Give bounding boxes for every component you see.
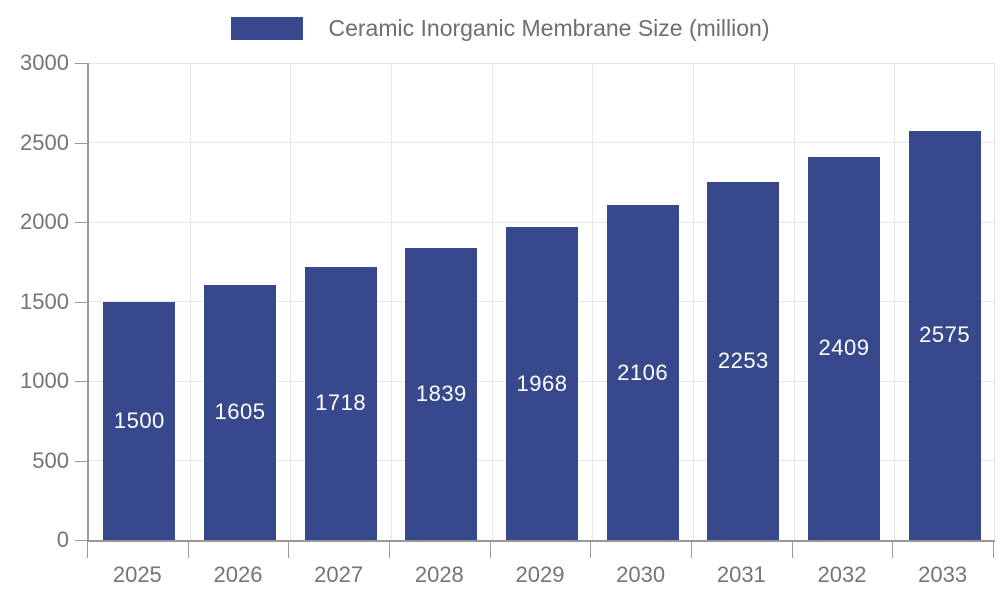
y-tick-mark <box>75 540 87 541</box>
y-tick-label: 0 <box>56 527 69 552</box>
y-tick-label: 1500 <box>20 288 69 314</box>
x-tick-label: 2025 <box>112 562 162 587</box>
x-tick-mark <box>892 542 894 558</box>
legend-label: Ceramic Inorganic Membrane Size (million… <box>328 15 770 41</box>
bar-value-label: 2253 <box>717 347 769 373</box>
v-gridline <box>592 63 594 540</box>
bar-value-label: 1968 <box>516 370 568 396</box>
v-gridline <box>894 63 896 540</box>
v-gridline <box>793 63 795 540</box>
bar-value-label: 1605 <box>214 399 266 425</box>
x-tick-label: 2027 <box>314 562 364 587</box>
y-tick-mark <box>75 63 87 64</box>
x-tick-mark <box>993 542 994 558</box>
x-tick-mark <box>389 542 390 558</box>
x-tick-label: 2026 <box>213 562 263 587</box>
y-tick-label: 2000 <box>20 209 69 234</box>
v-gridline <box>994 63 995 540</box>
legend[interactable]: Ceramic Inorganic Membrane Size (million… <box>0 16 1000 40</box>
bar-value-label: 2575 <box>919 322 971 348</box>
bar-value-label: 1500 <box>113 407 165 433</box>
bar[interactable]: 2409 <box>808 156 880 540</box>
v-gridline <box>491 63 493 540</box>
x-tick-mark <box>87 542 88 558</box>
x-tick-label: 2028 <box>414 562 464 587</box>
x-tick-label: 2029 <box>515 562 565 587</box>
x-tick-mark <box>691 542 692 558</box>
x-tick-label: 2033 <box>918 562 968 587</box>
x-tick-mark <box>489 542 491 558</box>
x-tick-mark <box>791 542 793 558</box>
y-tick-label: 500 <box>32 447 69 473</box>
bar[interactable]: 1718 <box>304 266 377 540</box>
legend-swatch <box>230 16 303 40</box>
bar[interactable]: 2253 <box>707 181 780 540</box>
bar-value-label: 2409 <box>818 335 870 361</box>
y-tick-mark <box>75 460 87 462</box>
x-tick-mark <box>288 542 290 558</box>
y-tick-label: 3000 <box>20 50 69 75</box>
v-gridline <box>290 63 292 540</box>
x-tick-mark <box>187 542 189 558</box>
y-tick-mark <box>75 301 87 303</box>
bar-value-label: 1839 <box>415 380 467 406</box>
bar[interactable]: 1968 <box>506 227 578 540</box>
bar[interactable]: 2575 <box>908 130 981 540</box>
y-tick-mark <box>75 222 87 223</box>
y-tick-label: 1000 <box>20 368 69 393</box>
bar[interactable]: 1605 <box>204 284 276 540</box>
bar-value-label: 2106 <box>617 359 669 385</box>
h-gridline <box>89 221 995 223</box>
bar[interactable]: 2106 <box>606 205 679 540</box>
x-tick-label: 2030 <box>616 562 666 587</box>
x-tick-label: 2032 <box>817 562 867 587</box>
plot-area: 1500 1605 1718 1839 1968 2106 2253 2409 2575 <box>87 63 995 542</box>
y-tick-label: 2500 <box>20 129 69 155</box>
x-tick-mark <box>590 542 592 558</box>
bar-value-label: 1718 <box>315 390 367 416</box>
h-gridline <box>89 142 995 143</box>
bar[interactable]: 1500 <box>103 301 176 540</box>
y-tick-mark <box>75 142 87 144</box>
y-tick-mark <box>75 381 87 382</box>
h-gridline <box>89 63 995 64</box>
bar[interactable]: 1839 <box>405 247 478 540</box>
v-gridline <box>693 63 694 540</box>
v-gridline <box>391 63 392 540</box>
v-gridline <box>189 63 191 540</box>
x-tick-label: 2031 <box>716 562 766 587</box>
